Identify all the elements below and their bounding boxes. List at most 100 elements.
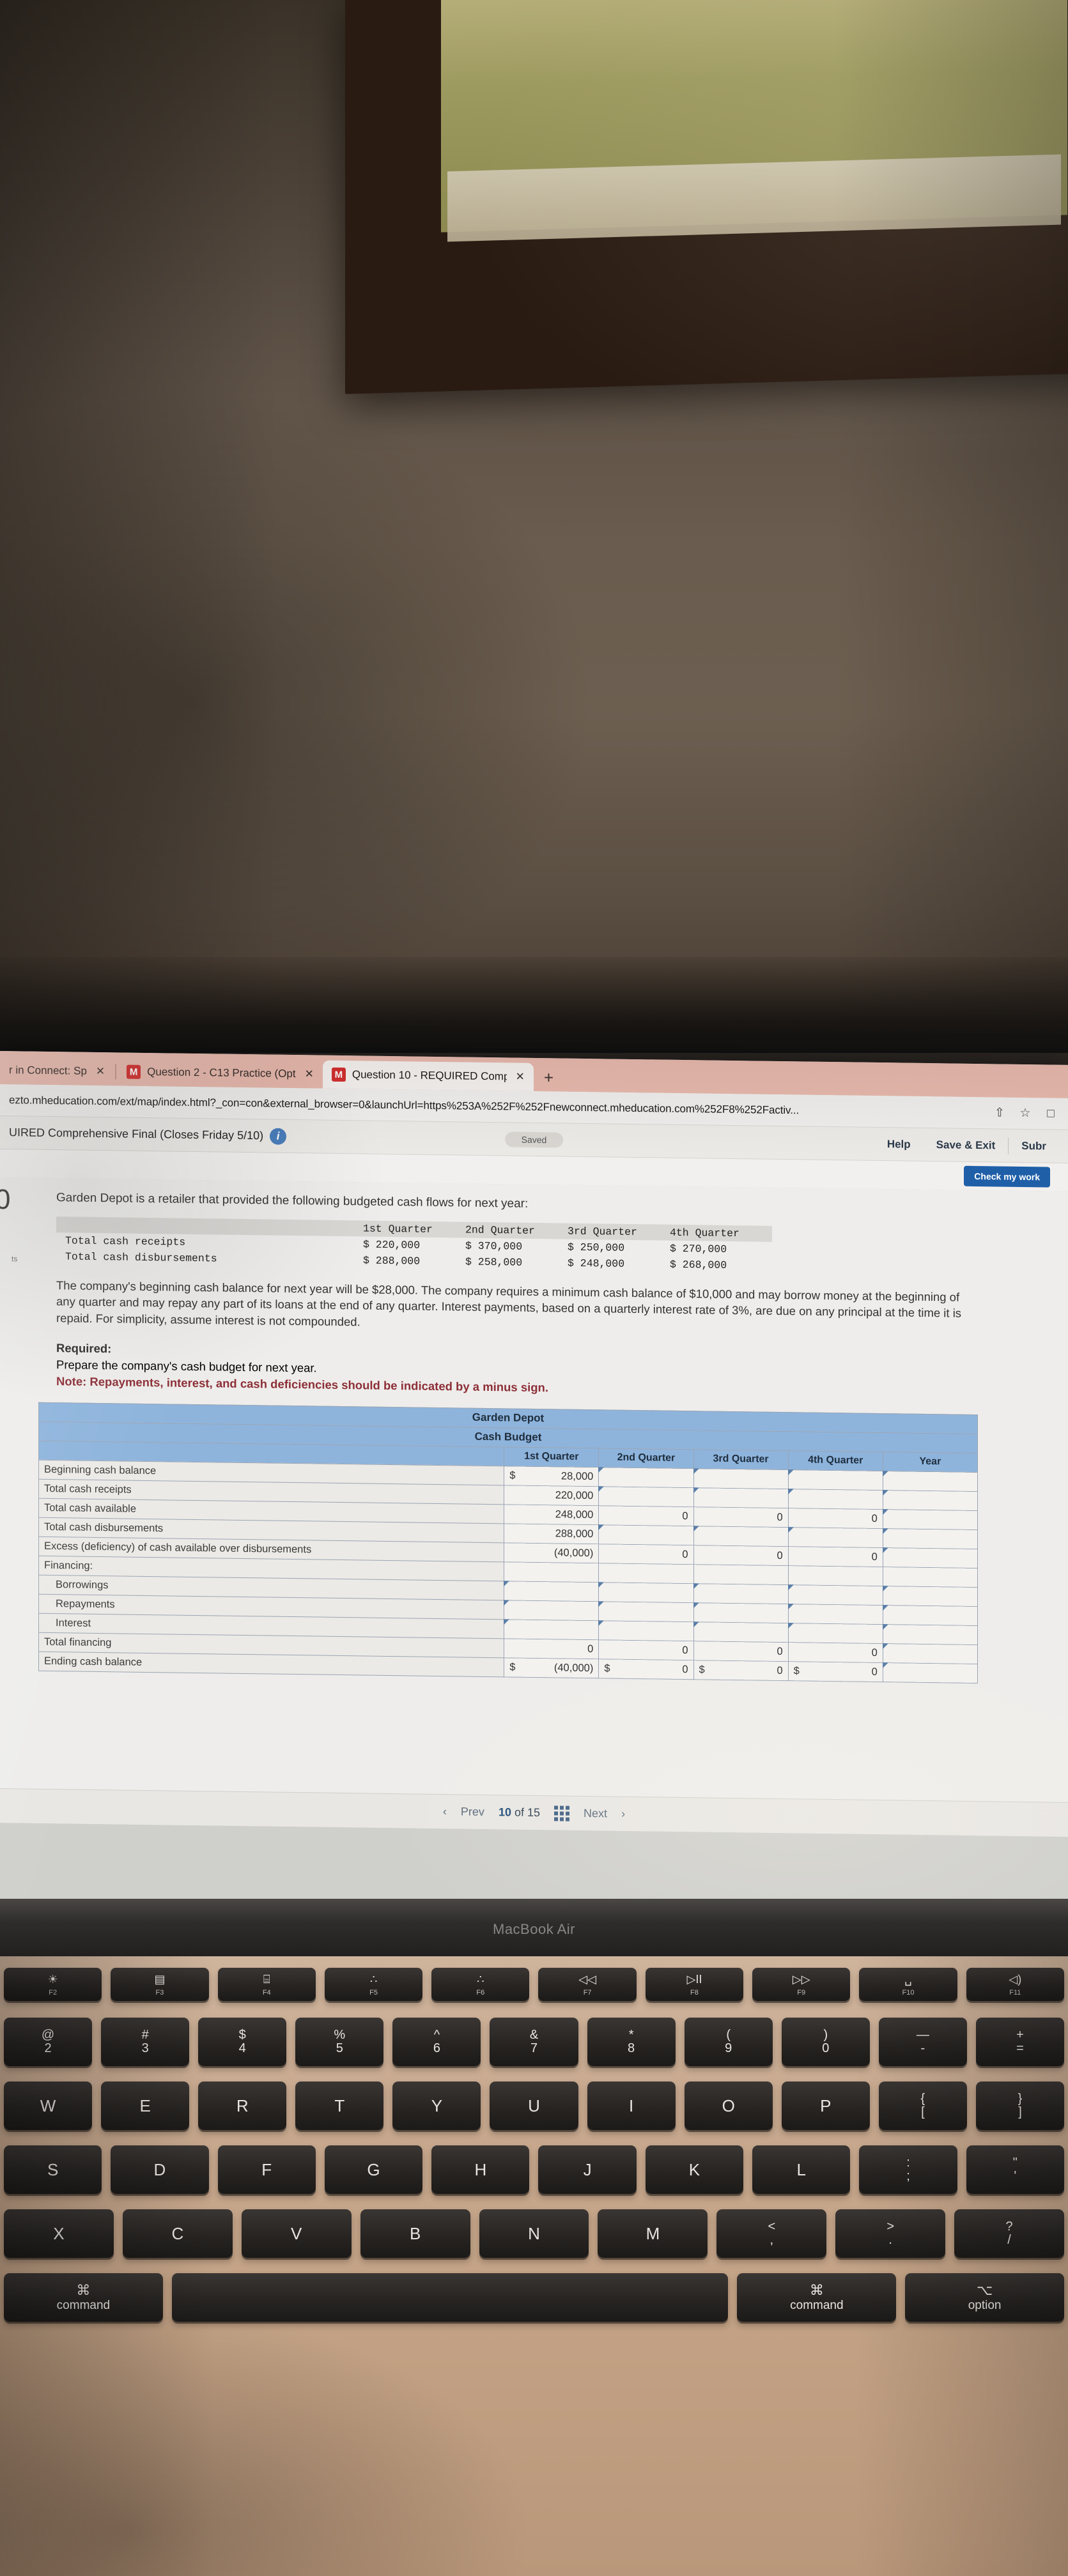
cash-budget-input-cell[interactable] — [504, 1581, 599, 1602]
key-3[interactable]: #3 — [101, 2018, 190, 2066]
cash-budget-input-cell[interactable]: $0 — [788, 1661, 883, 1682]
help-button[interactable]: Help — [886, 1137, 911, 1151]
cash-budget-input-cell[interactable]: 0 — [788, 1642, 883, 1663]
key-p[interactable]: P — [781, 2082, 870, 2130]
bookmark-star-icon[interactable]: ☆ — [1019, 1106, 1031, 1121]
browser-tab-1[interactable]: r in Connect: Sp ✕ — [0, 1056, 114, 1085]
key-j[interactable]: J — [538, 2145, 637, 2194]
key-6[interactable]: ^ 6 — [392, 2018, 481, 2066]
cash-budget-input-cell[interactable] — [883, 1586, 978, 1607]
info-icon[interactable]: i — [270, 1128, 287, 1145]
cash-budget-input-cell[interactable] — [788, 1565, 883, 1586]
key-8[interactable]: * 8 — [587, 2018, 676, 2066]
key-l[interactable]: L — [752, 2145, 851, 2194]
cash-budget-input-cell[interactable]: 0 — [598, 1544, 693, 1565]
cash-budget-input-cell[interactable] — [693, 1583, 789, 1604]
key-punct[interactable]: <, — [716, 2209, 827, 2258]
cash-budget-input-cell[interactable] — [883, 1509, 978, 1530]
prev-button[interactable]: Prev — [460, 1805, 484, 1818]
cash-budget-input-cell[interactable] — [504, 1619, 599, 1640]
cash-budget-input-cell[interactable] — [788, 1604, 883, 1625]
key-u[interactable]: U — [490, 2082, 578, 2130]
cash-budget-input-cell[interactable] — [693, 1487, 789, 1508]
close-icon[interactable]: ✕ — [515, 1070, 525, 1083]
cash-budget-input-cell[interactable] — [788, 1469, 883, 1491]
close-icon[interactable]: ✕ — [95, 1064, 105, 1078]
cash-budget-input-cell[interactable]: $0 — [598, 1659, 693, 1680]
cash-budget-input-cell[interactable]: 0 — [788, 1508, 883, 1529]
key-option-right[interactable]: ⌥ option — [905, 2273, 1064, 2322]
browser-tab-3[interactable]: M Question 10 - REQUIRED Comp ✕ — [322, 1060, 534, 1091]
cash-budget-input-cell[interactable]: $ (40,000) — [504, 1657, 599, 1678]
key-e[interactable]: E — [101, 2082, 190, 2130]
key-w[interactable]: W — [4, 2082, 93, 2130]
key-x[interactable]: X — [4, 2209, 114, 2258]
cash-budget-input-cell[interactable] — [883, 1605, 978, 1626]
key-h[interactable]: H — [431, 2145, 530, 2194]
key--[interactable]: — - — [878, 2018, 967, 2066]
key-c[interactable]: C — [122, 2209, 233, 2258]
cash-budget-input-cell[interactable] — [504, 1561, 599, 1583]
key-bracket[interactable]: }] — [975, 2082, 1065, 2130]
key-0[interactable]: ) 0 — [781, 2018, 870, 2066]
submit-button[interactable]: Subr — [1021, 1139, 1046, 1152]
close-icon[interactable]: ✕ — [304, 1068, 314, 1080]
check-my-work-button[interactable]: Check my work — [964, 1165, 1050, 1188]
cash-budget-input-cell[interactable]: 0 — [788, 1546, 883, 1567]
browser-tab-2[interactable]: M Question 2 - C13 Practice (Opt ✕ — [118, 1057, 323, 1088]
cash-budget-input-cell[interactable]: 0 — [504, 1638, 599, 1659]
next-chevron-icon[interactable]: › — [621, 1807, 626, 1820]
cash-budget-input-cell[interactable] — [598, 1486, 693, 1507]
key-5[interactable]: % 5 — [295, 2018, 384, 2066]
key-punct[interactable]: :; — [859, 2145, 957, 2194]
key-command-left[interactable]: ⌘ command — [4, 2273, 163, 2322]
key-i[interactable]: I — [587, 2082, 676, 2130]
cash-budget-input-cell[interactable] — [883, 1528, 978, 1549]
key-f5[interactable]: ∴ F5 — [324, 1968, 423, 2001]
tab-overview-icon[interactable]: □ — [1047, 1106, 1055, 1121]
key-y[interactable]: Y — [392, 2082, 481, 2130]
cash-budget-input-cell[interactable] — [693, 1564, 789, 1585]
cash-budget-input-cell[interactable]: 0 — [693, 1641, 789, 1662]
cash-budget-input-cell[interactable] — [693, 1602, 789, 1623]
key-v[interactable]: V — [241, 2209, 352, 2258]
key-punct[interactable]: >. — [835, 2209, 946, 2258]
cash-budget-input-cell[interactable] — [883, 1662, 978, 1683]
new-tab-button[interactable]: + — [543, 1068, 554, 1087]
key-o[interactable]: O — [684, 2082, 773, 2130]
key-f9[interactable]: ▷▷ F9 — [752, 1968, 851, 2001]
key-k[interactable]: K — [645, 2145, 744, 2194]
cash-budget-input-cell[interactable]: 0 — [693, 1506, 789, 1528]
next-button[interactable]: Next — [584, 1806, 608, 1820]
key-punct[interactable]: ? / — [954, 2209, 1065, 2258]
cash-budget-input-cell[interactable] — [883, 1643, 978, 1664]
key-f3[interactable]: ▤ F3 — [111, 1968, 209, 2001]
key-7[interactable]: & 7 — [490, 2018, 578, 2066]
key-9[interactable]: (9 — [684, 2018, 773, 2066]
prev-chevron-icon[interactable]: ‹ — [442, 1805, 447, 1818]
cash-budget-input-cell[interactable] — [693, 1621, 789, 1643]
key-2[interactable]: @2 — [4, 2018, 93, 2066]
key-s[interactable]: S — [4, 2145, 102, 2194]
cash-budget-input-cell[interactable] — [598, 1563, 693, 1584]
key-r[interactable]: R — [198, 2082, 287, 2130]
cash-budget-input-cell[interactable]: $28,000 — [504, 1466, 599, 1487]
url-text[interactable]: ezto.mheducation.com/ext/map/index.html?… — [9, 1093, 800, 1116]
cash-budget-input-cell[interactable]: 0 — [693, 1545, 789, 1566]
key-b[interactable]: B — [360, 2209, 470, 2258]
cash-budget-input-cell[interactable]: 0 — [598, 1639, 693, 1660]
cash-budget-input-cell[interactable] — [883, 1490, 978, 1511]
key-f2[interactable]: ☀ F2 — [4, 1968, 102, 2001]
cash-budget-input-cell[interactable] — [788, 1489, 883, 1510]
cash-budget-input-cell[interactable] — [598, 1524, 693, 1545]
key-bracket[interactable]: {[ — [878, 2082, 967, 2130]
cash-budget-input-cell[interactable] — [788, 1527, 883, 1548]
key-t[interactable]: T — [295, 2082, 384, 2130]
cash-budget-input-cell[interactable]: (40,000) — [504, 1542, 599, 1563]
question-grid-icon[interactable] — [554, 1805, 570, 1821]
cash-budget-input-cell[interactable]: 248,000 — [504, 1504, 599, 1525]
cash-budget-input-cell[interactable] — [883, 1624, 978, 1645]
key-punct[interactable]: " ' — [966, 2145, 1064, 2194]
key-f[interactable]: F — [217, 2145, 316, 2194]
cash-budget-input-cell[interactable]: 220,000 — [504, 1485, 599, 1506]
